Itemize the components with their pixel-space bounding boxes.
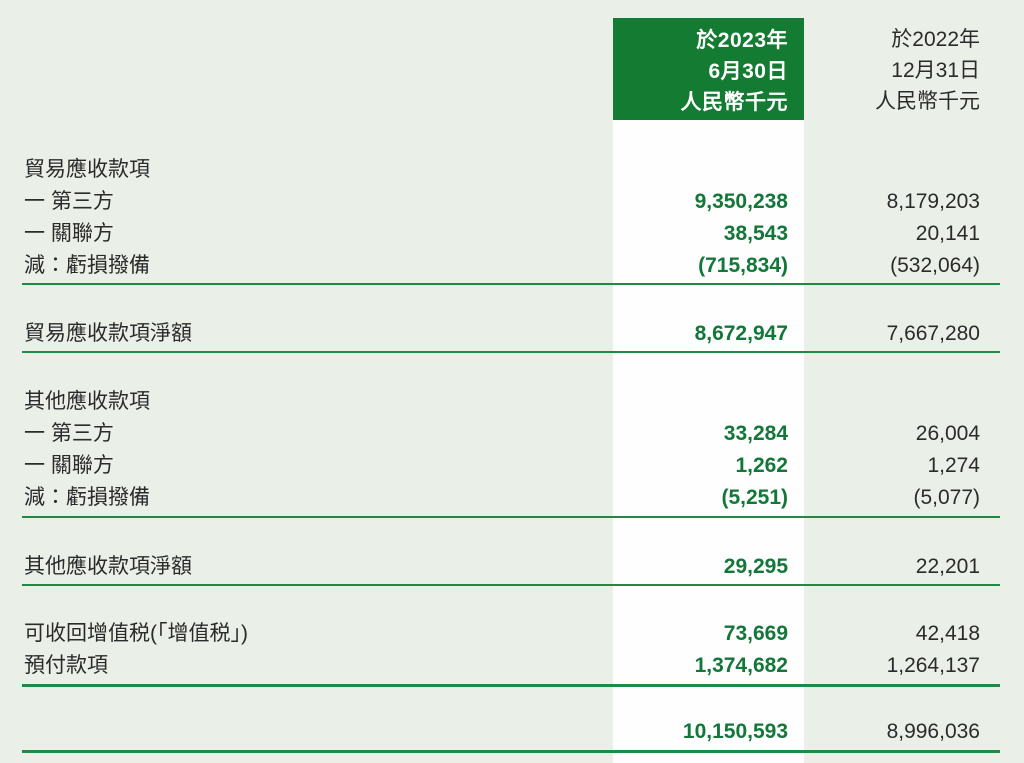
- current-period-highlight-band: [613, 120, 804, 763]
- row-value-2023: 1,374,682: [694, 654, 788, 677]
- row-value-2022: (532,064): [890, 254, 980, 277]
- table-row: 一 關聯方 38,543 20,141: [0, 218, 1024, 250]
- row-label: 一 關聯方: [24, 454, 114, 477]
- row-label: 貿易應收款項: [24, 158, 150, 181]
- row-label: 減：虧損撥備: [24, 486, 150, 509]
- row-value-2022: 20,141: [915, 222, 980, 245]
- row-value-2023: (715,834): [698, 254, 788, 277]
- row-value-2023: (5,251): [721, 486, 788, 509]
- column-header-2023-line1: 於2023年: [696, 29, 788, 52]
- column-header-2023-line3: 人民幣千元: [680, 91, 788, 114]
- row-value-2023: 29,295: [723, 555, 788, 578]
- row-value-2023: 38,543: [723, 222, 788, 245]
- table-row: 一 關聯方 1,262 1,274: [0, 450, 1024, 482]
- row-label: 可收回增值税(「增值税」): [24, 622, 248, 645]
- row-value-2023: 73,669: [723, 622, 788, 645]
- row-value-2022: 26,004: [915, 422, 980, 445]
- row-value-2023: 8,672,947: [694, 322, 788, 345]
- row-value-2022: (5,077): [913, 486, 980, 509]
- section-rule: [22, 283, 1000, 285]
- row-label: 貿易應收款項淨額: [24, 322, 192, 345]
- total-rule-top: [22, 684, 1000, 687]
- column-header-2022: 於2022年 12月31日 人民幣千元: [820, 24, 980, 117]
- column-header-2023: 於2023年 6月30日 人民幣千元: [613, 18, 804, 120]
- column-header-2023-line2: 6月30日: [708, 60, 788, 83]
- table-row-total: 10,150,593 8,996,036: [0, 716, 1024, 748]
- row-label: 一 關聯方: [24, 222, 114, 245]
- table-row: 一 第三方 9,350,238 8,179,203: [0, 186, 1024, 218]
- section-rule: [22, 584, 1000, 586]
- column-header-2022-line2: 12月31日: [891, 59, 980, 82]
- total-rule-bottom: [22, 750, 1000, 753]
- row-value-2022: 22,201: [915, 555, 980, 578]
- table-row: 減：虧損撥備 (5,251) (5,077): [0, 482, 1024, 514]
- row-value-2022: 1,264,137: [886, 654, 980, 677]
- row-value-2023: 10,150,593: [682, 720, 788, 743]
- row-label: 其他應收款項: [24, 390, 150, 413]
- section-rule: [22, 351, 1000, 353]
- table-row-subtotal: 貿易應收款項淨額 8,672,947 7,667,280: [0, 318, 1024, 350]
- table-row: 其他應收款項: [0, 386, 1024, 418]
- row-label: 其他應收款項淨額: [24, 555, 192, 578]
- row-label: 一 第三方: [24, 422, 114, 445]
- row-label: 減：虧損撥備: [24, 254, 150, 277]
- row-value-2022: 8,179,203: [886, 190, 980, 213]
- row-value-2022: 42,418: [915, 622, 980, 645]
- row-value-2022: 8,996,036: [886, 720, 980, 743]
- row-label: 一 第三方: [24, 190, 114, 213]
- table-row: 一 第三方 33,284 26,004: [0, 418, 1024, 450]
- column-header-2022-line3: 人民幣千元: [875, 90, 980, 113]
- table-row: 預付款項 1,374,682 1,264,137: [0, 650, 1024, 682]
- table-row: 減：虧損撥備 (715,834) (532,064): [0, 250, 1024, 282]
- column-header-2022-line1: 於2022年: [891, 28, 980, 51]
- row-value-2023: 9,350,238: [694, 190, 788, 213]
- table-row-subtotal: 其他應收款項淨額 29,295 22,201: [0, 551, 1024, 583]
- row-value-2023: 1,262: [735, 454, 788, 477]
- row-value-2022: 7,667,280: [886, 322, 980, 345]
- row-value-2023: 33,284: [723, 422, 788, 445]
- row-label: 預付款項: [24, 654, 108, 677]
- section-rule: [22, 516, 1000, 518]
- table-row: 貿易應收款項: [0, 154, 1024, 186]
- table-row: 可收回增值税(「增值税」) 73,669 42,418: [0, 618, 1024, 650]
- row-value-2022: 1,274: [927, 454, 980, 477]
